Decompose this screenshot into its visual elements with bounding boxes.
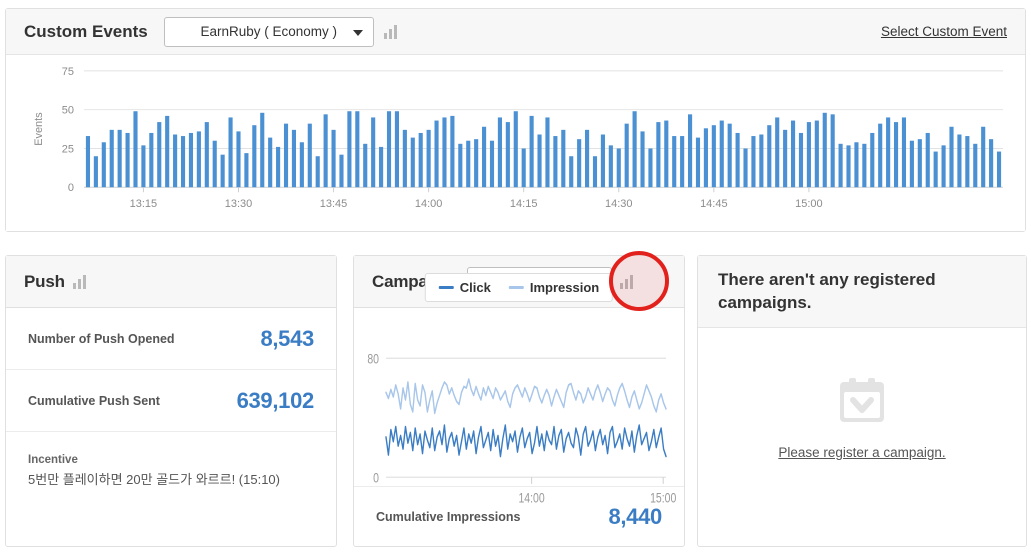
campaign-chart-svg: 0 80 14:00 15:00 [367,351,676,506]
cumulative-impressions-label: Cumulative Impressions [376,509,521,524]
svg-text:13:45: 13:45 [320,198,347,210]
custom-events-header: Custom Events EarnRuby ( Economy ) Selec… [6,9,1025,55]
bar-chart-icon[interactable] [72,274,86,289]
svg-text:15:00: 15:00 [795,198,822,210]
incentive-block: Incentive 5번만 플레이하면 20만 골드가 와르르! (15:10) [6,432,336,489]
cumulative-impressions-value: 8,440 [608,503,662,529]
custom-events-chart-svg: 0 25 50 75 Events 13:15 13:30 13:45 14:00 14:15 14… [33,66,1003,210]
legend-label-impression: Impression [529,280,600,295]
push-sent-row: Cumulative Push Sent 639,102 [6,370,336,432]
svg-text:13:30: 13:30 [225,198,252,210]
svg-text:13:15: 13:15 [130,198,157,210]
push-panel: Push Number of Push Opened 8,543 Cumulat… [5,255,337,547]
campaign-chart-legend: Click Impression [424,273,614,302]
svg-text:80: 80 [367,351,379,367]
svg-text:14:00: 14:00 [518,490,544,506]
custom-events-chart: 0 25 50 75 Events 13:15 13:30 13:45 14:00 14:15 14… [6,55,1025,231]
svg-text:14:15: 14:15 [510,198,537,210]
svg-text:0: 0 [68,182,74,194]
push-panel-title: Push [24,271,65,291]
select-custom-event-link[interactable]: Select Custom Event [880,24,1007,39]
legend-item-click[interactable]: Click [438,280,491,295]
push-opened-row: Number of Push Opened 8,543 [6,308,336,370]
legend-item-impression[interactable]: Impression [508,280,600,295]
registered-campaigns-header: There aren't any registered campaigns. [698,256,1026,328]
incentive-label: Incentive [28,454,78,466]
svg-text:0: 0 [373,470,379,486]
svg-text:25: 25 [62,143,74,155]
calendar-check-icon [836,374,888,431]
bar-chart-icon[interactable] [383,24,397,39]
custom-event-select[interactable]: EarnRuby ( Economy ) [163,16,374,47]
svg-text:15:00: 15:00 [650,490,676,506]
register-campaign-link[interactable]: Please register a campaign. [778,445,946,460]
custom-events-card: Custom Events EarnRuby ( Economy ) Selec… [5,8,1026,232]
push-opened-label: Number of Push Opened [28,331,175,346]
page-title: Custom Events [24,21,148,41]
push-sent-value: 639,102 [236,387,315,413]
legend-swatch-impression [508,286,524,289]
svg-text:14:00: 14:00 [415,198,442,210]
custom-event-select-value: EarnRuby ( Economy ) [200,24,338,39]
svg-text:Events: Events [33,112,45,146]
svg-text:14:30: 14:30 [605,198,632,210]
svg-text:50: 50 [62,105,74,117]
empty-state-title: There aren't any registered campaigns. [718,270,936,312]
push-opened-value: 8,543 [260,325,314,351]
svg-text:14:45: 14:45 [700,198,727,210]
cumulative-impressions-row: Cumulative Impressions 8,440 [354,486,684,546]
incentive-message: 5번만 플레이하면 20만 골드가 와르르! (15:10) [28,472,280,487]
chevron-down-icon [352,29,363,36]
campaign-chart: 0 80 14:00 15:00 [354,308,684,546]
legend-swatch-click [438,286,454,289]
svg-text:75: 75 [62,66,74,78]
push-sent-label: Cumulative Push Sent [28,393,160,408]
empty-state-body: Please register a campaign. [698,328,1026,546]
campaign-panel: Campaign 32 Click Impression 08014:0015:… [353,255,685,547]
registered-campaigns-panel: There aren't any registered campaigns. P… [697,255,1027,547]
campaign-chart-icon[interactable] [619,274,633,289]
legend-label-click: Click [459,280,491,295]
push-panel-header: Push [6,256,336,308]
